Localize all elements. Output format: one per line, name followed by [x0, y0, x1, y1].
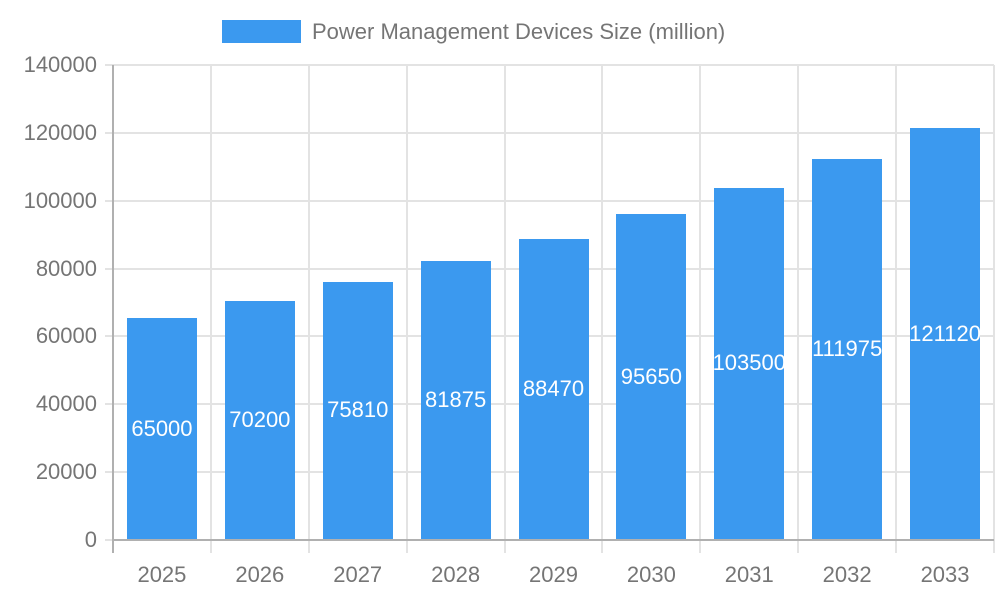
gridline-vertical: [209, 65, 212, 553]
gridline-vertical: [503, 65, 506, 553]
gridline-vertical: [895, 65, 898, 553]
x-tick-label: 2026: [235, 562, 285, 587]
bar[interactable]: 75810: [322, 281, 393, 539]
gridline-horizontal: [105, 131, 994, 134]
y-tick-label: 80000: [35, 255, 97, 281]
bar[interactable]: 95650: [616, 214, 687, 539]
gridline-vertical: [307, 65, 310, 553]
bar[interactable]: 111975: [812, 159, 883, 539]
gridline-vertical: [993, 65, 995, 553]
bar[interactable]: 103500: [714, 187, 785, 539]
y-axis-labels: 0 20000 40000 60000 80000 100000 120000 140000: [0, 53, 97, 552]
bar[interactable]: 81875: [420, 261, 491, 539]
bar-value-label: 111975: [812, 336, 883, 362]
plot-area: 65000 2025 70200 2026 75810 2027 81875 2028 8847…: [105, 64, 995, 587]
bar-value-label: 65000: [131, 415, 193, 441]
x-tick-label: 2033: [920, 562, 970, 587]
bar[interactable]: 70200: [224, 300, 295, 539]
bar[interactable]: 88470: [518, 238, 589, 539]
bar-value-label: 103500: [714, 350, 785, 376]
gridline-horizontal: [105, 64, 994, 66]
gridline-vertical: [405, 65, 408, 553]
bar-value-label: 75810: [327, 397, 389, 423]
x-tick-label: 2027: [333, 562, 383, 587]
bar-value-label: 81875: [425, 387, 487, 413]
gridline-vertical: [699, 65, 702, 553]
y-tick-label: 20000: [35, 459, 97, 485]
x-axis-line: [112, 539, 994, 541]
gridline-vertical: [797, 65, 800, 553]
x-tick-label: 2029: [529, 562, 578, 587]
x-tick-label: 2032: [822, 562, 872, 587]
bar-value-label: 70200: [229, 406, 291, 432]
legend-label: Power Management Devices Size (million): [312, 19, 726, 44]
gridline-horizontal: [105, 199, 994, 202]
y-tick-label: 40000: [35, 391, 97, 417]
legend[interactable]: Power Management Devices Size (million): [222, 19, 725, 44]
y-tick-label: 60000: [35, 323, 97, 349]
y-tick-label: 140000: [23, 52, 97, 77]
bar-value-label: 95650: [620, 363, 682, 389]
y-tick-label: 120000: [23, 119, 97, 145]
x-tick-label: 2030: [626, 562, 676, 587]
x-tick-label: 2025: [137, 562, 187, 587]
y-tick-label: 100000: [23, 187, 97, 213]
bar[interactable]: 65000: [126, 318, 197, 539]
bar[interactable]: 121120: [910, 128, 981, 539]
bar-value-label: 121120: [910, 320, 981, 346]
gridline-vertical: [601, 65, 604, 553]
x-tick-label: 2028: [431, 562, 481, 587]
y-axis-line: [112, 65, 114, 553]
legend-swatch: [222, 20, 301, 43]
x-tick-label: 2031: [724, 562, 774, 587]
y-tick-label: 0: [84, 527, 97, 552]
bar-value-label: 88470: [522, 375, 585, 401]
